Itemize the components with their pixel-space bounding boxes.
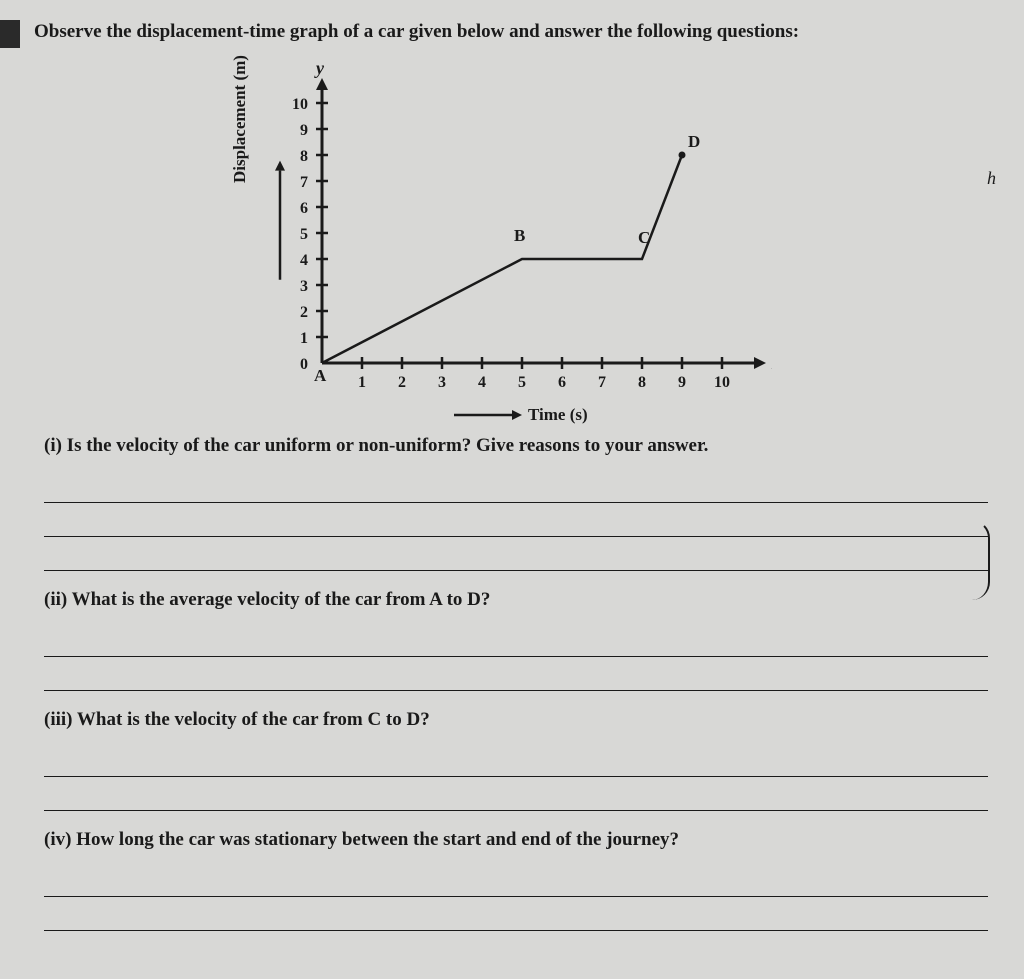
answer-line — [44, 469, 988, 503]
svg-text:6: 6 — [300, 200, 308, 217]
svg-text:4: 4 — [478, 374, 486, 391]
answer-line — [44, 537, 988, 571]
chart-container: Displacement (m) 12345678910123456789100… — [24, 63, 1000, 413]
answer-line — [44, 657, 988, 691]
answer-line — [44, 897, 988, 931]
section-bullet — [0, 20, 20, 48]
svg-text:5: 5 — [300, 226, 308, 243]
svg-text:y: y — [314, 63, 325, 78]
answer-lines — [24, 623, 1000, 691]
svg-text:10: 10 — [292, 96, 308, 113]
svg-text:D: D — [688, 132, 700, 151]
bracket-mark — [972, 520, 990, 600]
subquestion: (iii) What is the velocity of the car fr… — [44, 709, 1000, 731]
question-prompt: Observe the displacement-time graph of a… — [34, 18, 1000, 47]
displacement-time-chart: Displacement (m) 12345678910123456789100… — [252, 63, 772, 413]
svg-text:10: 10 — [714, 374, 730, 391]
svg-text:2: 2 — [300, 304, 308, 321]
svg-text:C: C — [638, 228, 650, 247]
svg-text:7: 7 — [300, 174, 308, 191]
y-axis-label: Displacement (m) — [230, 55, 250, 183]
svg-text:B: B — [514, 226, 525, 245]
svg-text:0: 0 — [300, 356, 308, 373]
x-arrow-icon — [452, 407, 522, 423]
svg-text:A: A — [314, 366, 327, 385]
x-axis-label-group: Time (s) — [452, 405, 588, 425]
svg-text:1: 1 — [358, 374, 366, 391]
svg-text:7: 7 — [598, 374, 606, 391]
subquestions: (i) Is the velocity of the car uniform o… — [24, 435, 1000, 931]
answer-lines — [24, 469, 1000, 571]
svg-text:9: 9 — [300, 122, 308, 139]
chart-svg: 1 2 3 4 5 6 7 8 9 10 1 2 3 4 5 6 7 8 9 10 0 y x A B C D — [252, 63, 772, 413]
svg-text:3: 3 — [300, 278, 308, 295]
answer-line — [44, 777, 988, 811]
svg-text:2: 2 — [398, 374, 406, 391]
x-axis-text: Time (s) — [528, 405, 588, 425]
svg-text:3: 3 — [438, 374, 446, 391]
svg-text:9: 9 — [678, 374, 686, 391]
answer-lines — [24, 743, 1000, 811]
answer-lines — [24, 863, 1000, 931]
answer-line — [44, 503, 988, 537]
subquestion: (ii) What is the average velocity of the… — [44, 589, 1000, 611]
svg-text:8: 8 — [300, 148, 308, 165]
svg-text:4: 4 — [300, 252, 308, 269]
svg-text:x: x — [771, 353, 772, 373]
subquestion: (iv) How long the car was stationary bet… — [44, 829, 1000, 851]
svg-text:6: 6 — [558, 374, 566, 391]
answer-line — [44, 743, 988, 777]
svg-text:5: 5 — [518, 374, 526, 391]
answer-line — [44, 863, 988, 897]
svg-text:1: 1 — [300, 330, 308, 347]
stray-mark: h — [987, 168, 996, 189]
answer-line — [44, 623, 988, 657]
subquestion: (i) Is the velocity of the car uniform o… — [44, 435, 1000, 457]
svg-text:8: 8 — [638, 374, 646, 391]
